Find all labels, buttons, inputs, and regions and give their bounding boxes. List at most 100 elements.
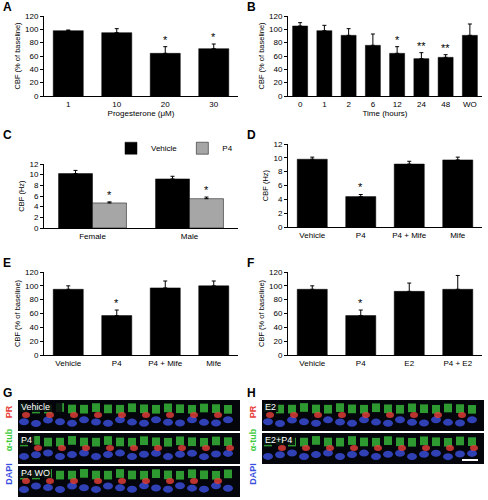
svg-text:P4: P4 (112, 359, 122, 368)
svg-text:WO: WO (463, 100, 477, 109)
svg-text:P4: P4 (356, 231, 366, 240)
svg-text:8: 8 (278, 167, 283, 176)
svg-text:6: 6 (34, 192, 39, 201)
svg-text:Vehicle: Vehicle (299, 231, 325, 240)
svg-text:20: 20 (273, 337, 282, 346)
svg-text:100: 100 (269, 282, 283, 291)
svg-text:E2+P4: E2+P4 (265, 435, 292, 445)
svg-text:PR: PR (4, 405, 14, 418)
svg-text:α-tub: α-tub (4, 428, 14, 451)
svg-text:CBF (Hz): CBF (Hz) (17, 180, 26, 212)
svg-text:100: 100 (25, 25, 39, 34)
svg-text:Time (hours): Time (hours) (362, 109, 407, 118)
svg-text:0: 0 (278, 223, 283, 232)
svg-text:CBF (% of baseline): CBF (% of baseline) (13, 22, 22, 90)
svg-text:60: 60 (273, 52, 282, 61)
svg-text:80: 80 (29, 295, 38, 304)
svg-text:40: 40 (29, 65, 38, 74)
svg-text:1: 1 (322, 100, 327, 109)
svg-text:G: G (3, 386, 12, 400)
svg-text:*: * (107, 189, 112, 201)
svg-text:40: 40 (273, 65, 282, 74)
svg-text:Male: Male (181, 232, 199, 241)
svg-text:30: 30 (209, 100, 218, 109)
svg-text:0: 0 (34, 92, 39, 101)
svg-text:*: * (211, 31, 216, 43)
svg-text:20: 20 (29, 337, 38, 346)
svg-text:Mife: Mife (450, 231, 466, 240)
svg-text:12: 12 (273, 140, 282, 149)
svg-text:H: H (247, 386, 256, 400)
svg-text:*: * (358, 297, 363, 309)
svg-text:*: * (358, 181, 363, 193)
svg-text:10: 10 (273, 154, 282, 163)
svg-text:40: 40 (273, 323, 282, 332)
svg-text:*: * (204, 184, 209, 196)
svg-text:CBF (% of baseline): CBF (% of baseline) (257, 279, 266, 347)
svg-text:8: 8 (34, 181, 39, 190)
svg-text:0: 0 (34, 224, 39, 233)
svg-text:*: * (114, 297, 119, 309)
svg-text:**: ** (441, 42, 450, 54)
svg-text:α-tub: α-tub (248, 428, 258, 451)
svg-text:P4: P4 (356, 359, 366, 368)
svg-text:*: * (163, 34, 168, 46)
svg-text:2: 2 (346, 100, 351, 109)
svg-text:24: 24 (417, 100, 426, 109)
svg-text:60: 60 (29, 309, 38, 318)
svg-text:**: ** (417, 40, 426, 52)
svg-text:P4: P4 (21, 435, 32, 445)
svg-text:P4 + Mife: P4 + Mife (392, 231, 427, 240)
svg-text:120: 120 (269, 12, 283, 21)
svg-text:48: 48 (441, 100, 450, 109)
svg-text:80: 80 (273, 295, 282, 304)
svg-text:Female: Female (79, 232, 106, 241)
svg-text:E2: E2 (404, 359, 414, 368)
svg-text:P4 + Mife: P4 + Mife (148, 359, 183, 368)
svg-text:2: 2 (34, 213, 39, 222)
svg-text:40: 40 (29, 323, 38, 332)
svg-text:Vehicle: Vehicle (151, 144, 177, 153)
svg-text:0: 0 (278, 92, 283, 101)
svg-text:P4 + E2: P4 + E2 (443, 359, 472, 368)
svg-text:1: 1 (66, 100, 71, 109)
svg-text:E2: E2 (265, 402, 276, 412)
svg-text:80: 80 (273, 38, 282, 47)
svg-text:0: 0 (298, 100, 303, 109)
svg-text:Vehicle: Vehicle (299, 359, 325, 368)
svg-text:4: 4 (34, 202, 39, 211)
svg-text:120: 120 (25, 268, 39, 277)
svg-text:Vehicle: Vehicle (21, 402, 50, 412)
svg-text:20: 20 (273, 78, 282, 87)
svg-text:6: 6 (278, 181, 283, 190)
svg-text:60: 60 (273, 309, 282, 318)
svg-text:2: 2 (278, 209, 283, 218)
svg-text:4: 4 (278, 195, 283, 204)
svg-text:100: 100 (25, 282, 39, 291)
svg-text:10: 10 (112, 100, 121, 109)
svg-text:CBF (% of baseline): CBF (% of baseline) (13, 279, 22, 347)
svg-text:Mife: Mife (206, 359, 222, 368)
svg-text:P4 WO: P4 WO (21, 468, 50, 478)
svg-text:DAPI: DAPI (248, 463, 258, 485)
svg-text:100: 100 (269, 25, 283, 34)
svg-text:PR: PR (248, 405, 258, 418)
svg-text:*: * (395, 34, 400, 46)
svg-text:80: 80 (29, 38, 38, 47)
svg-text:120: 120 (25, 12, 39, 21)
svg-text:Progesterone (μM): Progesterone (μM) (108, 109, 175, 118)
svg-text:20: 20 (161, 100, 170, 109)
svg-text:60: 60 (29, 52, 38, 61)
svg-text:12: 12 (393, 100, 402, 109)
svg-text:120: 120 (269, 268, 283, 277)
svg-text:20: 20 (29, 78, 38, 87)
svg-text:Vehicle: Vehicle (55, 359, 81, 368)
svg-text:0: 0 (34, 351, 39, 360)
svg-text:12: 12 (29, 160, 38, 169)
svg-text:CBF (Hz): CBF (Hz) (261, 169, 270, 201)
svg-text:6: 6 (371, 100, 376, 109)
svg-text:DAPI: DAPI (4, 463, 14, 485)
svg-text:10: 10 (29, 170, 38, 179)
svg-text:P4: P4 (222, 144, 232, 153)
svg-text:CBF (% of baseline): CBF (% of baseline) (257, 22, 266, 90)
